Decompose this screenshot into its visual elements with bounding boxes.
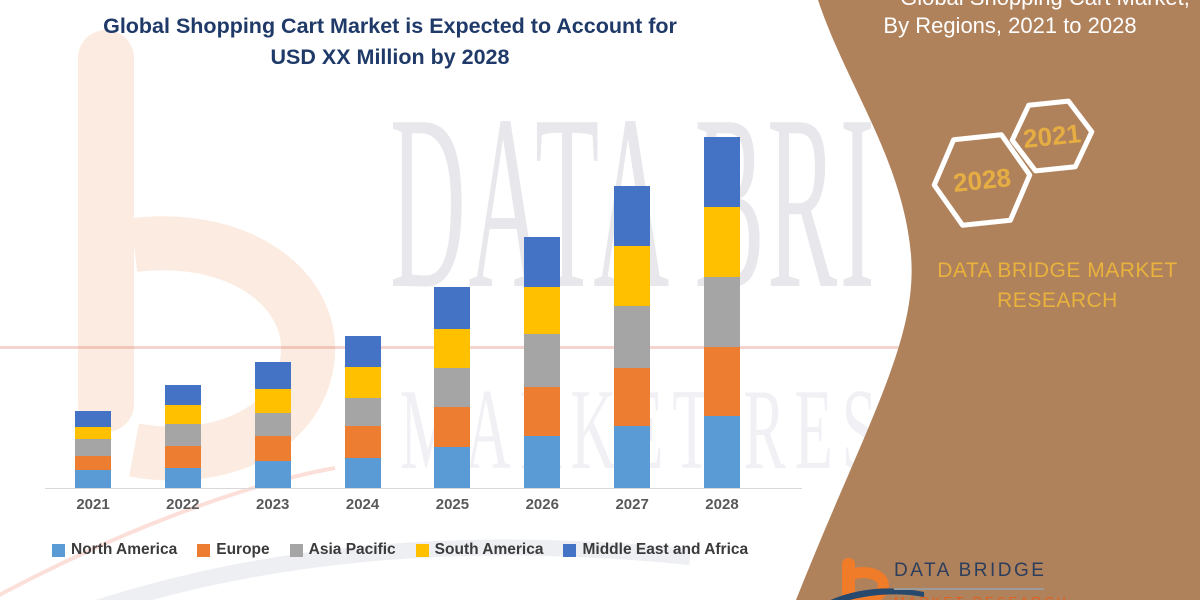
bar-group-2021 (75, 411, 111, 488)
chart-title: Global Shopping Cart Market is Expected … (103, 14, 677, 69)
bar-segment-middle-east-and-africa-2026 (524, 237, 561, 287)
legend-label: South America (434, 541, 544, 558)
bar-segment-middle-east-and-africa-2027 (614, 186, 651, 246)
hexagon-outline-icon (931, 132, 1033, 228)
footer-logo-divider (894, 588, 1044, 590)
bar-segment-middle-east-and-africa-2028 (703, 137, 740, 207)
bar-segment-north-america-2026 (524, 436, 561, 488)
bar-group-2022 (164, 385, 201, 488)
bar-segment-north-america-2027 (614, 426, 651, 488)
bar-segment-europe-2022 (164, 446, 201, 468)
chart-legend: North America Europe Asia Pacific South Ame… (52, 541, 792, 559)
bar-group-2023 (254, 362, 291, 488)
legend-swatch (289, 543, 303, 557)
bar-segment-europe-2025 (434, 407, 471, 447)
bar-segment-middle-east-and-africa-2021 (75, 411, 111, 427)
bar-segment-middle-east-and-africa-2023 (254, 362, 291, 389)
panel-clipped-heading: Global Shopping Cart Market, (880, 0, 1200, 11)
legend-label: Asia Pacific (308, 541, 396, 558)
legend-item-north-america: North America (52, 541, 177, 559)
x-axis-label-2027: 2027 (615, 496, 649, 513)
bar-group-2024 (344, 336, 381, 488)
bar-segment-north-america-2024 (344, 458, 381, 488)
footer-logo-name: DATA BRIDGE (894, 560, 1047, 581)
bar-segment-asia-pacific-2022 (164, 424, 201, 446)
hexagon-badge-2028: 2028 (931, 132, 1033, 228)
footer-logo-sub: MARKET RESEARCH (894, 594, 1069, 600)
bar-segment-north-america-2022 (164, 468, 201, 488)
bar-segment-middle-east-and-africa-2025 (434, 287, 471, 329)
bar-segment-north-america-2023 (254, 461, 291, 488)
x-axis-label-2025: 2025 (435, 496, 470, 513)
bar-segment-europe-2021 (75, 456, 111, 470)
bar-group-2026 (524, 237, 561, 488)
legend-swatch (197, 543, 211, 557)
bar-group-2027 (614, 186, 651, 488)
bar-segment-north-america-2025 (434, 447, 471, 488)
bar-segment-asia-pacific-2025 (434, 368, 471, 407)
footer-logo: DATA BRIDGE MARKET RESEARCH (820, 552, 1200, 600)
legend-item-europe: Europe (197, 541, 270, 559)
x-axis-label-2028: 2028 (705, 496, 739, 513)
bar-segment-middle-east-and-africa-2022 (164, 385, 201, 405)
legend-swatch (415, 543, 429, 557)
x-axis-label-2024: 2024 (345, 496, 380, 513)
legend-swatch (563, 543, 577, 557)
bar-segment-south-america-2028 (703, 207, 740, 277)
bar-segment-europe-2024 (344, 426, 381, 458)
bar-segment-asia-pacific-2027 (614, 306, 651, 368)
bar-segment-asia-pacific-2023 (254, 413, 291, 436)
bar-segment-south-america-2022 (164, 405, 201, 424)
bar-segment-europe-2028 (703, 347, 740, 416)
hexagon-outline-icon (1009, 98, 1095, 174)
bar-segment-europe-2026 (524, 387, 561, 436)
legend-swatch (52, 543, 65, 557)
data-bridge-b-icon (830, 558, 924, 600)
bar-segment-north-america-2028 (703, 416, 740, 488)
hexagon-badge-2028-label: 2028 (952, 162, 1013, 198)
bar-segment-asia-pacific-2021 (75, 439, 111, 456)
hexagon-badge-2021: 2021 (1009, 98, 1095, 174)
hexagon-badge-2021-label: 2021 (1022, 118, 1083, 154)
legend-label: North America (71, 541, 178, 558)
x-axis-label-2026: 2026 (525, 496, 559, 513)
bar-segment-south-america-2023 (254, 389, 291, 413)
bar-segment-middle-east-and-africa-2024 (344, 336, 381, 367)
bar-segment-asia-pacific-2028 (703, 277, 740, 347)
legend-item-south-america: South America (415, 541, 544, 559)
x-axis-labels: 2021 2022 2023 2024 2025 2026 2027 2028 (0, 496, 1200, 518)
bar-segment-south-america-2021 (75, 427, 111, 439)
panel-heading: By Regions, 2021 to 2028 (883, 13, 1137, 38)
bar-segment-north-america-2021 (75, 470, 111, 488)
x-axis-label-2022: 2022 (166, 496, 200, 513)
panel-brand-text: DATA BRIDGE MARKET RESEARCH (937, 259, 1178, 313)
legend-item-middle-east-and-africa: Middle East and Africa (563, 541, 748, 559)
bar-group-2025 (434, 287, 471, 488)
legend-label: Middle East and Africa (582, 541, 749, 558)
x-axis-label-2021: 2021 (76, 496, 110, 513)
bar-segment-europe-2027 (614, 368, 651, 426)
chart-plot (45, 95, 802, 489)
legend-item-asia-pacific: Asia Pacific (289, 541, 396, 559)
bar-segment-europe-2023 (254, 436, 291, 461)
bar-segment-south-america-2025 (434, 329, 471, 368)
bar-segment-asia-pacific-2026 (524, 334, 561, 387)
bar-group-2028 (703, 137, 740, 488)
bar-segment-south-america-2024 (344, 367, 381, 398)
x-axis-label-2023: 2023 (256, 496, 290, 513)
bar-segment-south-america-2026 (524, 287, 561, 334)
bar-segment-asia-pacific-2024 (344, 398, 381, 426)
bar-segment-south-america-2027 (614, 246, 651, 306)
legend-label: Europe (216, 541, 270, 558)
